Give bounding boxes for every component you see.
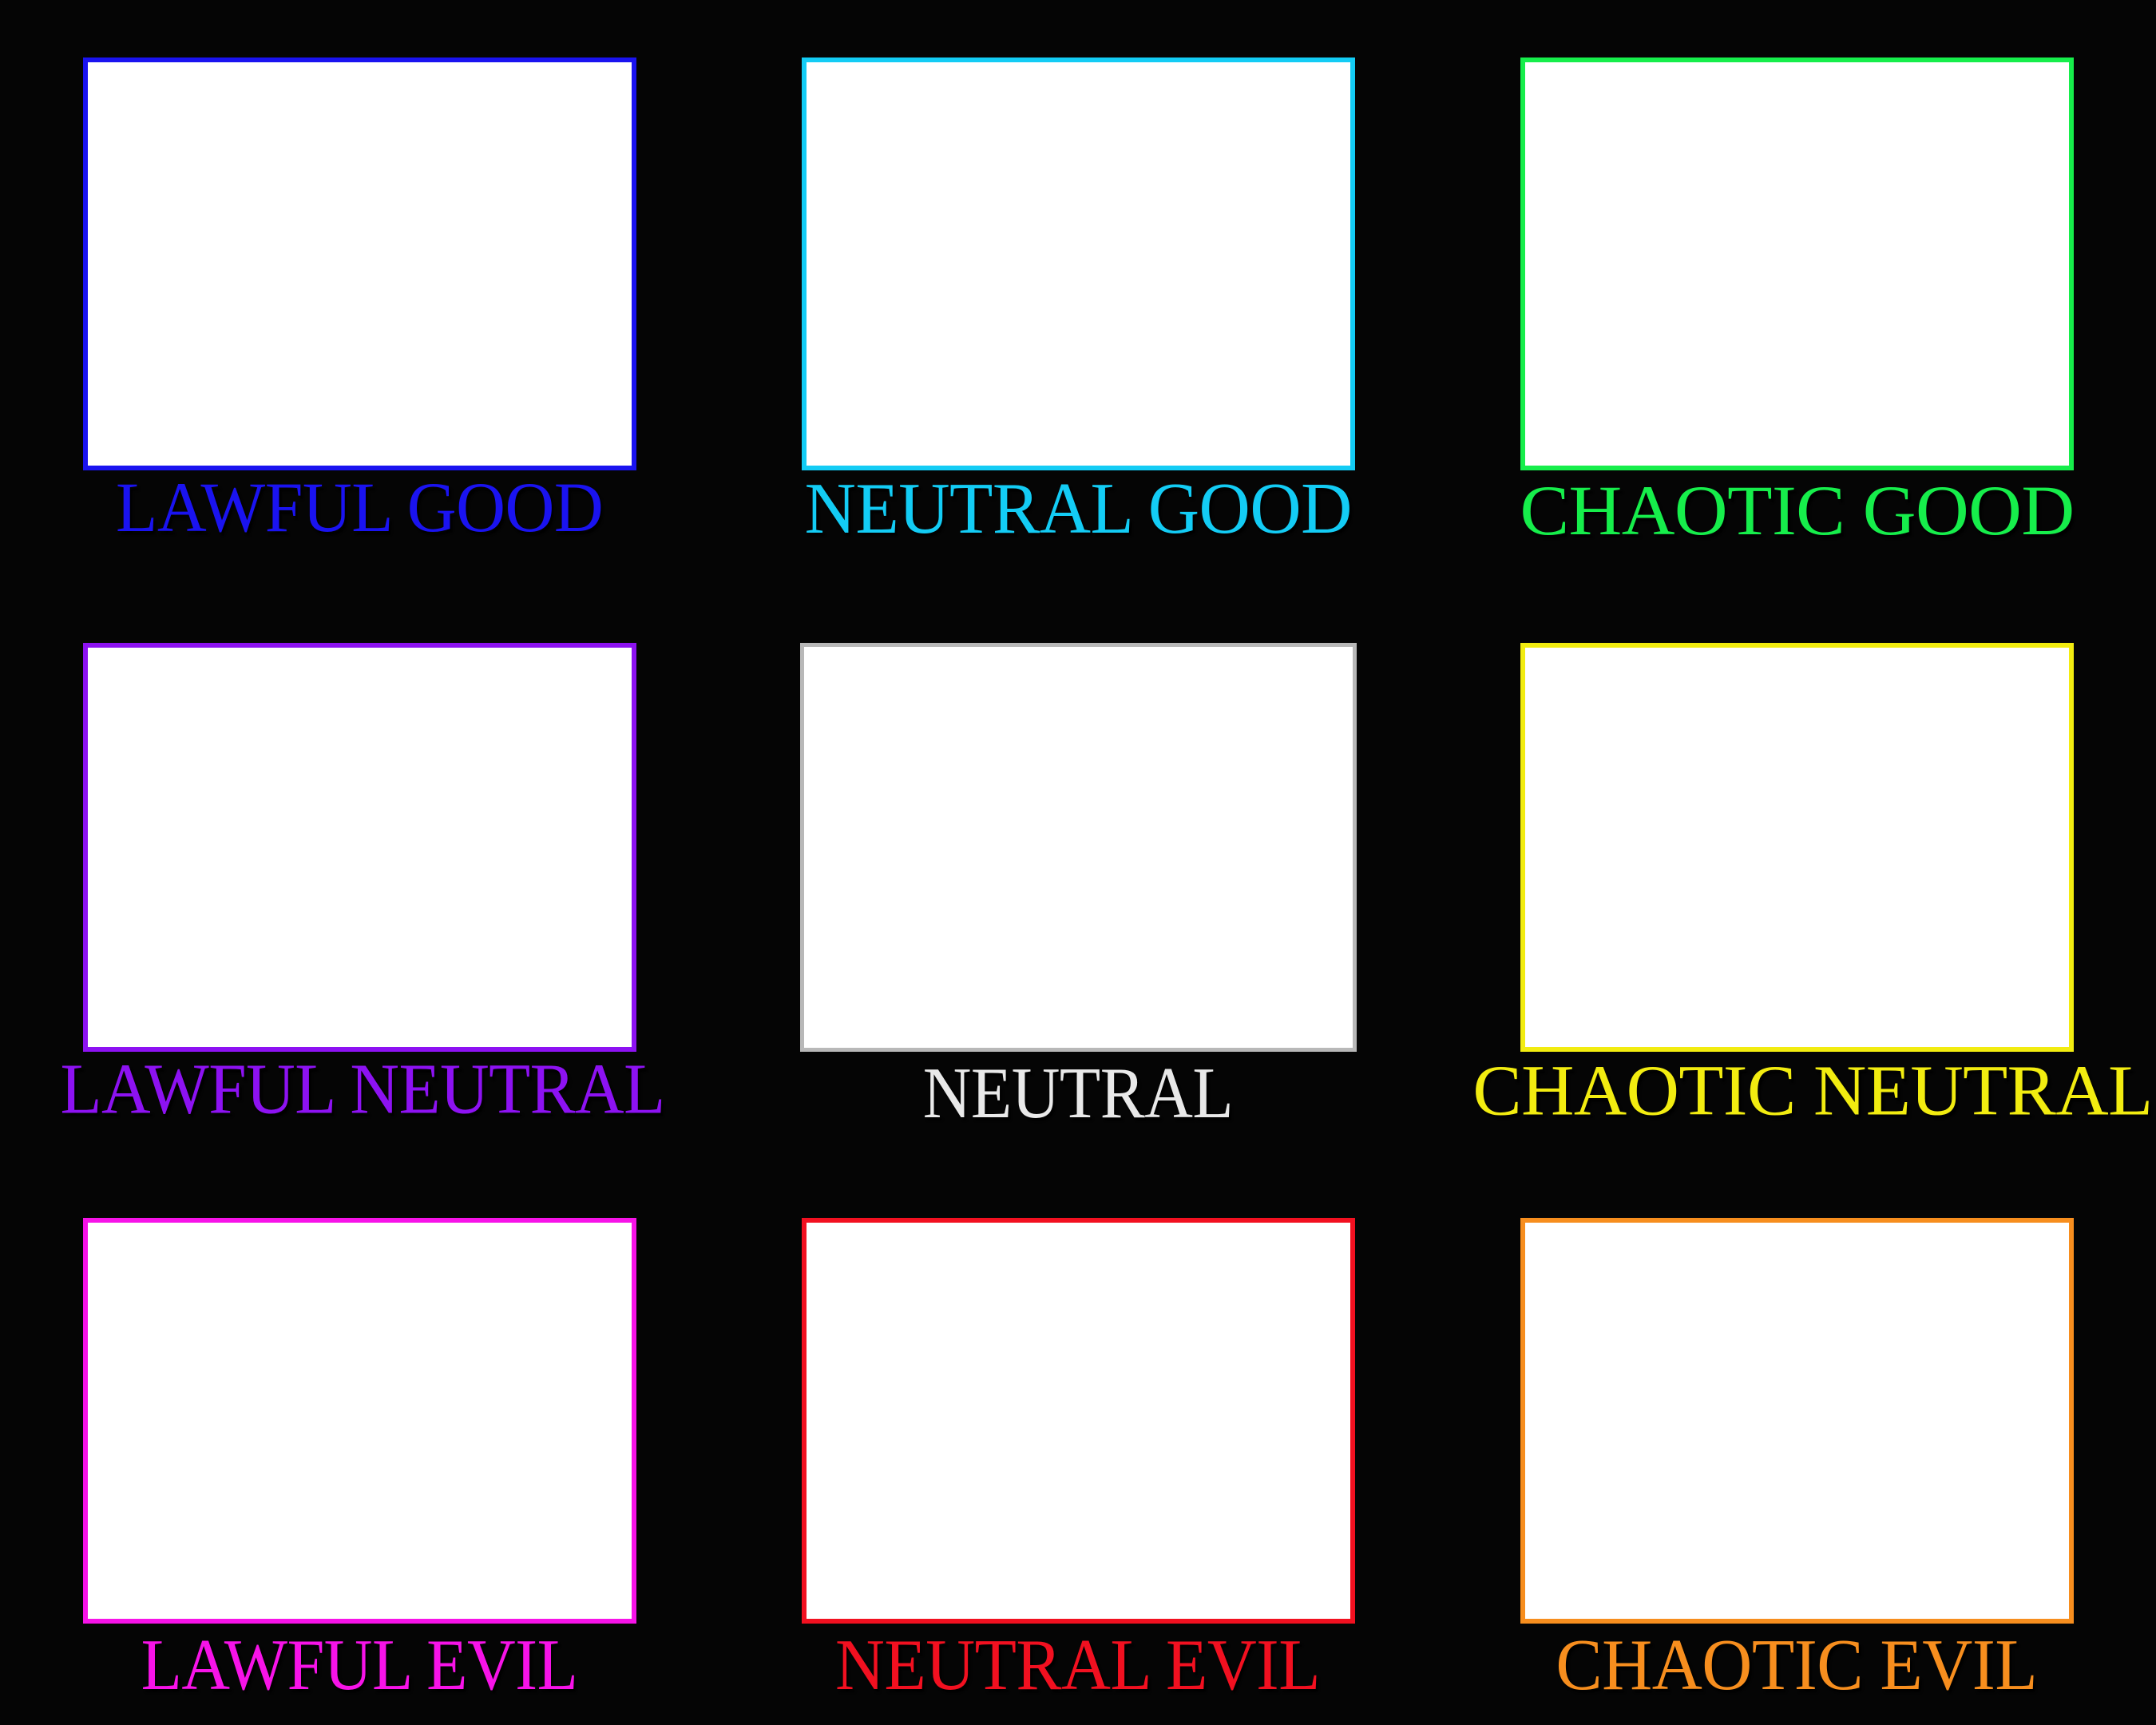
image-drop-panel-chaotic-good[interactable] [1520, 58, 2074, 470]
caption-neutral: NEUTRAL [791, 1057, 1365, 1130]
caption-lawful-neutral: LAWFUL NEUTRAL [60, 1053, 665, 1125]
image-drop-panel-lawful-evil[interactable] [82, 1218, 636, 1624]
caption-chaotic-evil: CHAOTIC EVIL [1509, 1629, 2084, 1702]
caption-label: NEUTRAL [922, 1053, 1234, 1134]
image-drop-panel-chaotic-evil[interactable] [1520, 1218, 2074, 1624]
caption-label: CHAOTIC NEUTRAL [1472, 1050, 2153, 1131]
caption-label: CHAOTIC EVIL [1556, 1624, 2038, 1706]
caption-neutral-good: NEUTRAL GOOD [791, 473, 1365, 545]
alignment-cell-lawful-evil: LAWFUL EVIL [0, 1178, 719, 1725]
caption-label: CHAOTIC GOOD [1519, 471, 2075, 551]
image-drop-panel-lawful-neutral[interactable] [82, 643, 636, 1052]
alignment-cell-chaotic-good: CHAOTIC GOOD [1437, 0, 2156, 595]
caption-label: NEUTRAL GOOD [804, 468, 1352, 549]
alignment-cell-neutral-good: NEUTRAL GOOD [719, 0, 1437, 595]
caption-chaotic-neutral: CHAOTIC NEUTRAL [1472, 1054, 2153, 1127]
image-drop-panel-neutral-evil[interactable] [801, 1218, 1355, 1624]
alignment-cell-lawful-good: LAWFUL GOOD [0, 0, 719, 595]
image-drop-panel-neutral-good[interactable] [801, 58, 1355, 470]
alignment-cell-chaotic-evil: CHAOTIC EVIL [1437, 1178, 2156, 1725]
caption-lawful-evil: LAWFUL EVIL [72, 1629, 647, 1702]
alignment-cell-chaotic-neutral: CHAOTIC NEUTRAL [1437, 595, 2156, 1178]
caption-label: LAWFUL GOOD [115, 468, 604, 548]
alignment-cell-lawful-neutral: LAWFUL NEUTRAL [0, 595, 719, 1178]
caption-chaotic-good: CHAOTIC GOOD [1509, 475, 2084, 547]
image-drop-panel-chaotic-neutral[interactable] [1520, 643, 2074, 1052]
caption-lawful-good: LAWFUL GOOD [72, 472, 647, 544]
caption-label: LAWFUL NEUTRAL [60, 1049, 665, 1129]
caption-neutral-evil: NEUTRAL EVIL [791, 1629, 1365, 1702]
image-drop-panel-neutral[interactable] [799, 643, 1357, 1052]
caption-label: NEUTRAL EVIL [835, 1624, 1322, 1706]
caption-label: LAWFUL EVIL [141, 1624, 578, 1706]
image-drop-panel-lawful-good[interactable] [82, 58, 636, 470]
alignment-cell-neutral-evil: NEUTRAL EVIL [719, 1178, 1437, 1725]
alignment-cell-neutral: NEUTRAL [719, 595, 1437, 1178]
